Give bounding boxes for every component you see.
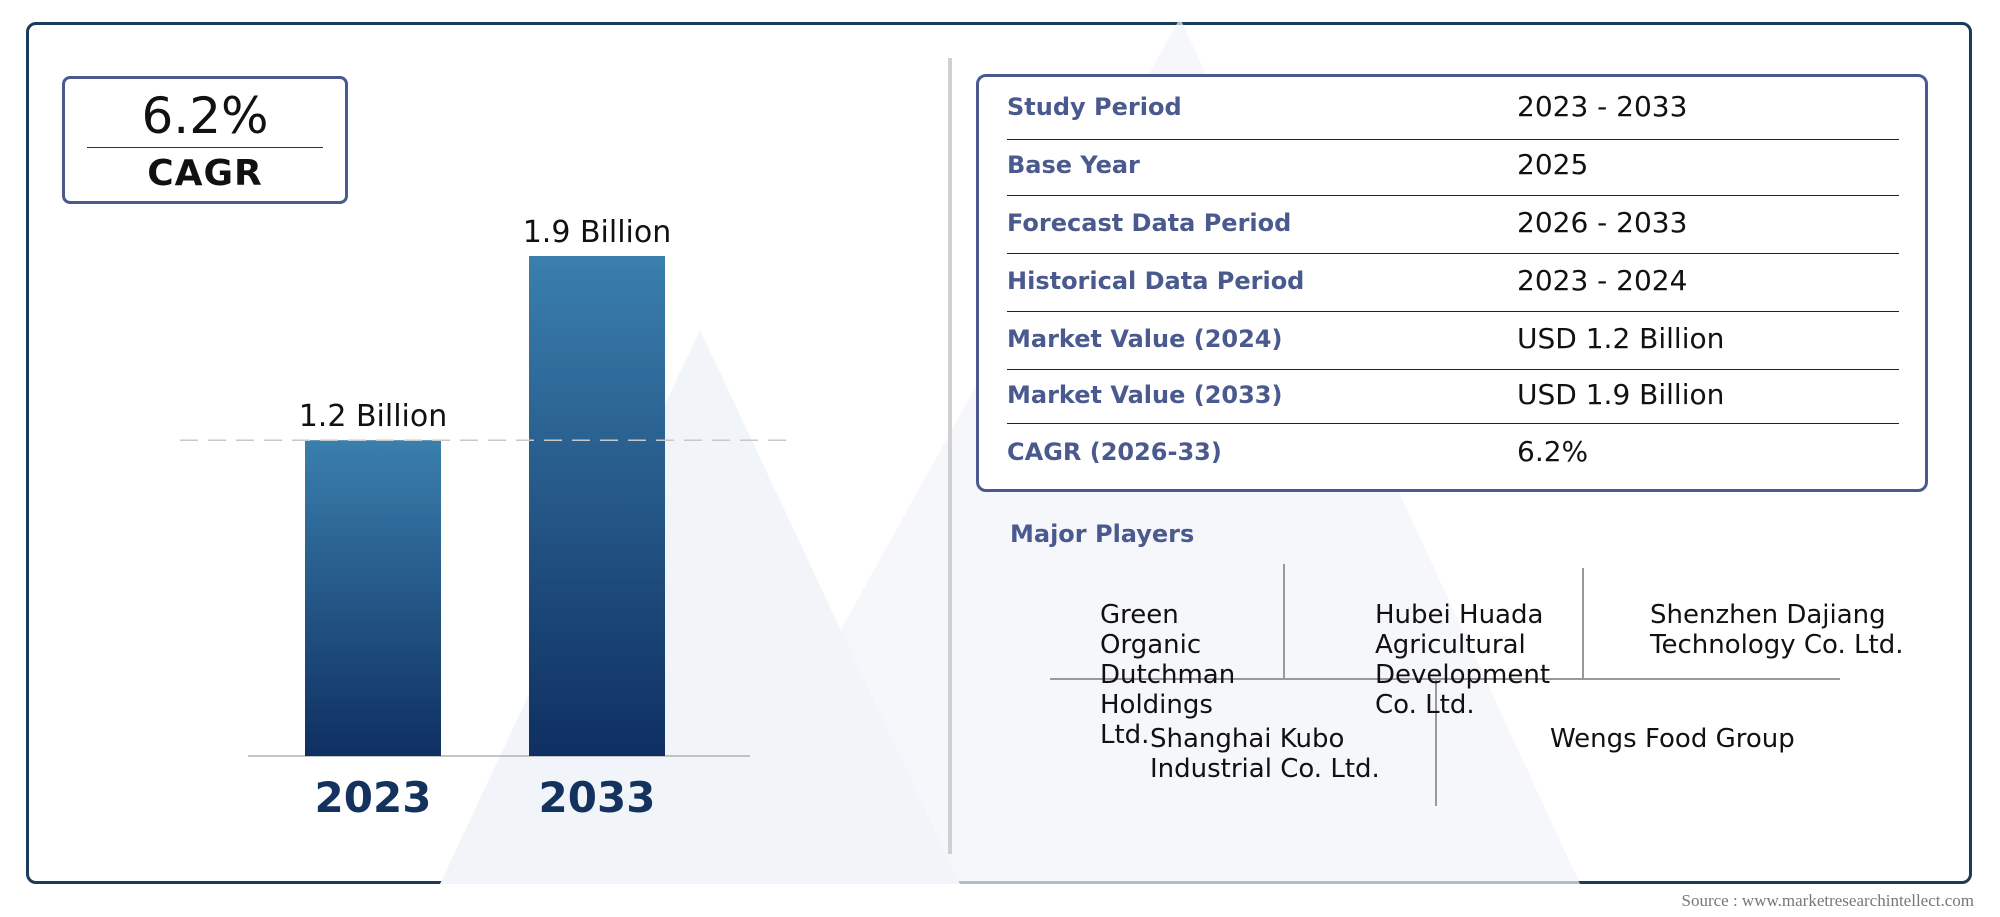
cagr-rule (87, 147, 323, 148)
table-row-value: 2023 - 2024 (1517, 264, 1688, 297)
x-tick-label: 2033 (539, 773, 656, 822)
table-row-value: USD 1.2 Billion (1517, 322, 1725, 355)
table-row-value: 2025 (1517, 148, 1589, 181)
bar-value-label: 1.2 Billion (299, 399, 448, 434)
x-tick-label: 2023 (315, 773, 432, 822)
table-row: Market Value (2033) USD 1.9 Billion (1007, 369, 1899, 424)
bar-value-label: 1.9 Billion (523, 215, 672, 250)
table-row: Market Value (2024) USD 1.2 Billion (1007, 311, 1899, 370)
table-row: Forecast Data Period 2026 - 2033 (1007, 195, 1899, 254)
table-row-key: Study Period (1007, 93, 1182, 121)
table-row: Base Year 2025 (1007, 137, 1899, 196)
table-row-key: Forecast Data Period (1007, 209, 1292, 237)
player-name: Shanghai Kubo Industrial Co. Ltd. (1150, 724, 1380, 784)
section-divider (948, 58, 952, 854)
market-info-table: Study Period 2023 - 2033 Base Year 2025 Fore… (976, 74, 1928, 492)
player-name: Wengs Food Group (1550, 724, 1795, 754)
major-players-title: Major Players (1010, 520, 1195, 548)
table-row-key: CAGR (2026-33) (1007, 438, 1222, 466)
players-divider-vertical (1582, 568, 1584, 678)
table-row-key: Market Value (2033) (1007, 381, 1283, 409)
table-row-value: 2026 - 2033 (1517, 206, 1688, 239)
player-name: Green Organic Dutchman Holdings Ltd. (1100, 600, 1236, 750)
bar-chart: 1.2 Billion 1.9 Billion 2023 2033 (180, 215, 790, 822)
cagr-label: CAGR (147, 153, 263, 194)
table-row: Historical Data Period 2023 - 2024 (1007, 253, 1899, 312)
player-name: Hubei Huada Agricultural Development Co.… (1375, 600, 1551, 720)
bar (529, 256, 665, 756)
table-row-value: 6.2% (1517, 435, 1589, 468)
source-note: Source : www.marketresearchintellect.com (1681, 891, 1975, 910)
table-row-key: Market Value (2024) (1007, 325, 1283, 353)
table-row: CAGR (2026-33) 6.2% (1007, 423, 1899, 483)
players-divider-vertical (1435, 678, 1437, 806)
bar (305, 440, 441, 756)
table-row-value: USD 1.9 Billion (1517, 378, 1725, 411)
cagr-value: 6.2% (141, 87, 269, 145)
table-row-value: 2023 - 2033 (1517, 90, 1688, 123)
table-row-key: Historical Data Period (1007, 267, 1305, 295)
cagr-box: 6.2% CAGR (62, 76, 348, 204)
players-divider-vertical (1283, 564, 1285, 678)
players-divider-horizontal (1050, 678, 1840, 680)
table-row: Study Period 2023 - 2033 (1007, 77, 1899, 140)
table-row-key: Base Year (1007, 151, 1140, 179)
player-name: Shenzhen Dajiang Technology Co. Ltd. (1650, 600, 1904, 660)
